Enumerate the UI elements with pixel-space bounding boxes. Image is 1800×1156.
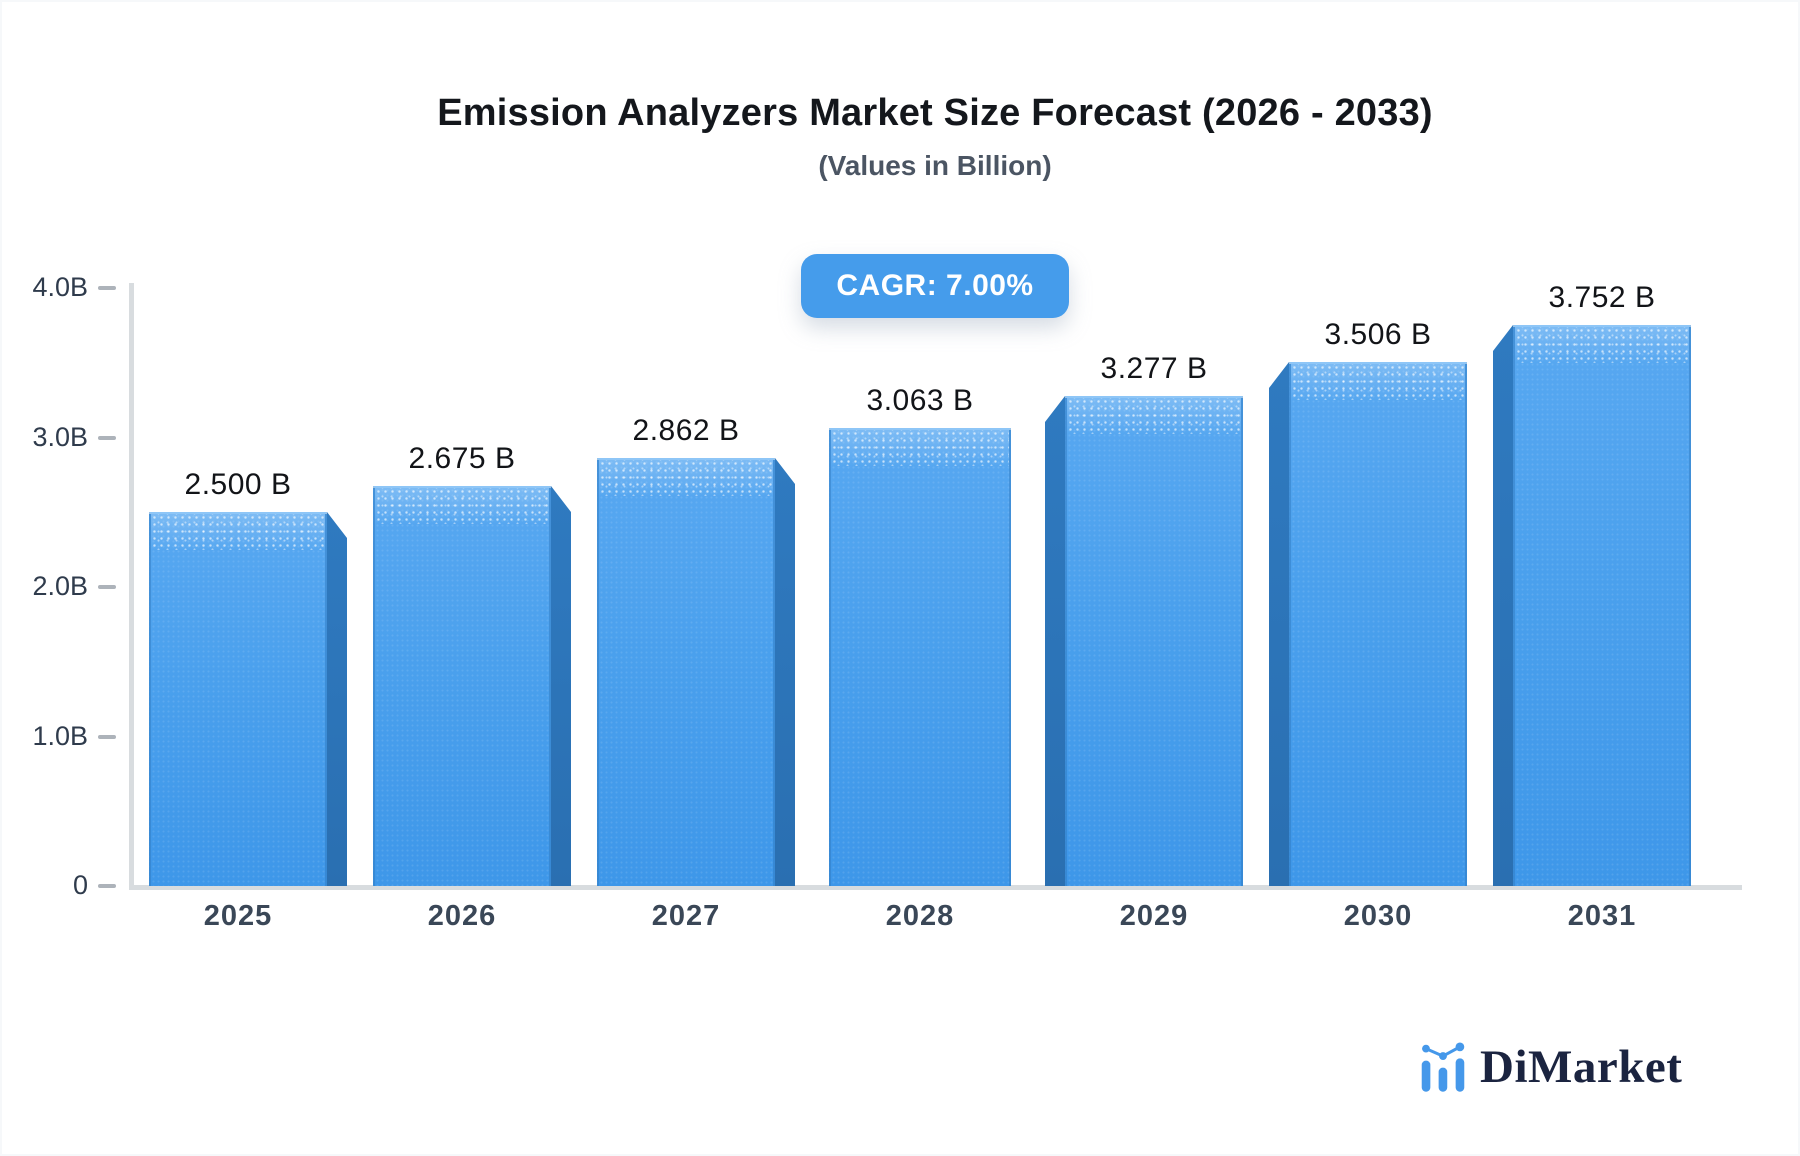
- cagr-badge: CAGR: 7.00%: [801, 254, 1069, 318]
- x-axis-line: [129, 885, 1742, 890]
- x-tick-label-2026: 2026: [427, 900, 497, 932]
- bar-value-label-2030: 3.506 B: [1324, 318, 1432, 351]
- bar-group-2029: 3.277 B 2029: [1045, 352, 1243, 932]
- dimarket-logo: DiMarket: [1420, 1040, 1682, 1094]
- bar-group-2030: 3.506 B 2030: [1269, 318, 1467, 932]
- bar-3d-side-2027: [775, 458, 795, 886]
- y-tick-dash-3.0B: [98, 435, 116, 440]
- y-tick-label-1.0B: 1.0B: [32, 720, 88, 751]
- bar-value-label-2025: 2.500 B: [184, 468, 292, 501]
- bar-3d-side-2025: [327, 512, 347, 886]
- bar-top-texture: [1067, 398, 1241, 434]
- bar-3d-side-2030: [1269, 362, 1289, 886]
- bar-value-label-2029: 3.277 B: [1100, 352, 1208, 385]
- x-tick-label-2030: 2030: [1343, 900, 1413, 932]
- bar-2026: [373, 486, 551, 886]
- bar-2028: [829, 428, 1011, 886]
- y-tick-dash-1.0B: [98, 734, 116, 739]
- bar-value-label-2026: 2.675 B: [408, 442, 516, 475]
- bar-value-label-2027: 2.862 B: [632, 414, 740, 447]
- y-tick-label-4.0B: 4.0B: [32, 272, 88, 302]
- y-axis-line: [129, 283, 134, 890]
- x-tick-label-2025: 2025: [203, 900, 273, 932]
- bar-3d-side-2029: [1045, 396, 1065, 886]
- bar-value-label-2028: 3.063 B: [866, 384, 974, 417]
- x-tick-label-2031: 2031: [1567, 900, 1637, 932]
- x-tick-label-2027: 2027: [651, 900, 721, 932]
- bar-3d-side-2031: [1493, 325, 1513, 886]
- x-tick-label-2029: 2029: [1119, 900, 1189, 932]
- chart-title: Emission Analyzers Market Size Forecast …: [437, 92, 1433, 134]
- bar-group-2027: 2.862 B 2027: [597, 414, 795, 932]
- x-tick-label-2028: 2028: [885, 900, 955, 932]
- bar-2027: [597, 458, 775, 886]
- bar-top-texture: [831, 430, 1009, 466]
- bar-group-2026: 2.675 B 2026: [373, 442, 571, 932]
- bar-value-label-2031: 3.752 B: [1548, 281, 1656, 314]
- bar-group-2025: 2.500 B 2025: [149, 468, 347, 932]
- y-tick-label-2.0B: 2.0B: [32, 571, 88, 601]
- y-tick-dash-0: [98, 884, 116, 888]
- bar-top-texture: [375, 488, 549, 524]
- chart-subtitle: (Values in Billion): [818, 150, 1052, 181]
- bar-top-texture: [1291, 364, 1465, 400]
- bar-2030: [1289, 362, 1467, 886]
- y-tick-dash-4.0B: [98, 286, 116, 290]
- bar-2025: [149, 512, 327, 886]
- logo-text: DiMarket: [1480, 1041, 1683, 1093]
- bar-top-texture: [151, 514, 325, 550]
- bar-top-texture: [599, 460, 773, 496]
- bar-group-2031: 3.752 B 2031: [1493, 281, 1691, 932]
- bar-2031: [1513, 325, 1691, 886]
- y-tick-label-0: 0: [72, 870, 88, 900]
- bar-top-texture: [1515, 327, 1689, 363]
- bar-3d-side-2026: [551, 486, 571, 886]
- bar-2029: [1065, 396, 1243, 886]
- bar-group-2028: 3.063 B 2028: [821, 384, 1019, 932]
- y-tick-label-3.0B: 3.0B: [32, 421, 88, 452]
- y-tick-dash-2.0B: [98, 585, 116, 589]
- bar-chart-logo-icon: [1421, 1042, 1465, 1092]
